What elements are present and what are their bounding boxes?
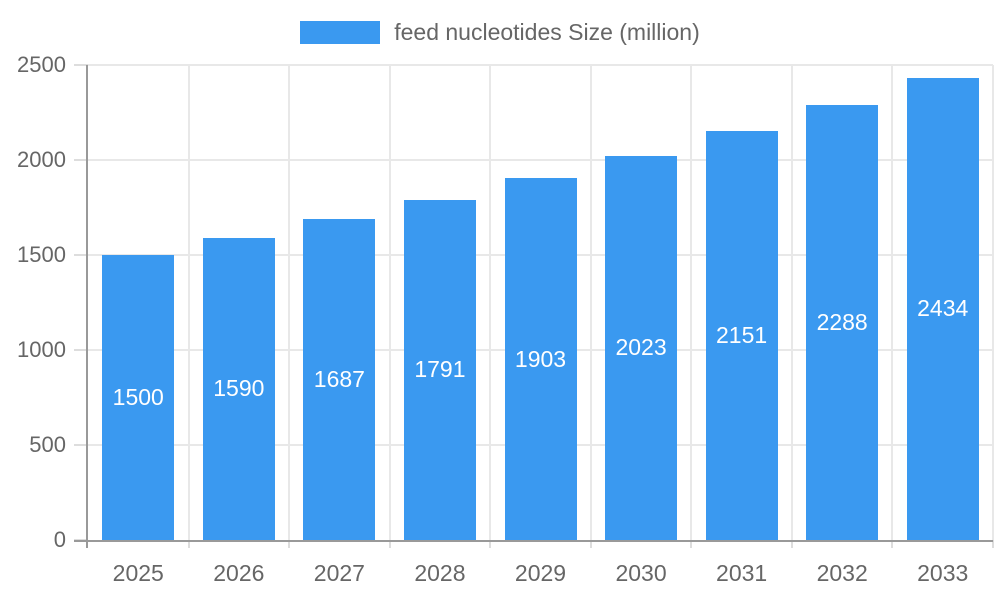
x-axis-label: 2032 (816, 560, 868, 586)
bar-value-label: 1687 (313, 366, 365, 393)
bar-value-label: 1590 (213, 375, 265, 402)
y-axis-label: 1500 (17, 242, 66, 267)
y-axis-label: 2000 (17, 147, 66, 172)
bar-value-label: 2434 (917, 295, 969, 322)
x-axis-tick (589, 540, 592, 548)
gridline-vertical (690, 65, 693, 540)
y-axis-label: 1000 (17, 337, 66, 362)
x-axis-tick (790, 540, 793, 548)
bar[interactable]: 1500 (102, 255, 175, 540)
bar[interactable]: 2023 (605, 155, 678, 540)
gridline-vertical (891, 65, 894, 540)
y-axis-label: 2500 (17, 52, 66, 77)
gridline-horizontal (88, 64, 993, 66)
y-axis-line (86, 65, 88, 548)
bar-value-label: 1903 (514, 345, 567, 372)
gridline-vertical (992, 65, 994, 540)
bar-value-label: 1500 (112, 384, 164, 410)
bar-value-label: 2151 (716, 322, 768, 349)
bar[interactable]: 2151 (705, 131, 778, 540)
bar[interactable]: 2288 (806, 105, 879, 540)
x-axis-label: 2027 (313, 560, 365, 586)
x-axis-label: 2030 (615, 560, 667, 586)
bar[interactable]: 2434 (906, 77, 979, 540)
x-axis-label: 2029 (514, 560, 567, 586)
y-axis-tick (74, 349, 88, 351)
gridline-vertical (489, 65, 492, 540)
y-axis-tick (74, 64, 88, 66)
x-axis-tick (288, 540, 291, 548)
x-axis-tick (891, 540, 894, 548)
y-axis-label: 0 (53, 527, 66, 552)
x-axis-tick (992, 540, 994, 548)
x-axis-tick (388, 540, 391, 548)
x-axis-tick (187, 540, 190, 548)
plot-area: 0 500 1000 1500 2000 2500 1500 2025 1590 2026 1687… (17, 52, 994, 586)
x-axis-label: 2031 (716, 560, 768, 586)
bar-value-label: 1791 (414, 356, 466, 383)
gridline-vertical (790, 65, 793, 540)
gridline-vertical (589, 65, 592, 540)
y-axis-tick (74, 444, 88, 446)
gridline-vertical (187, 65, 190, 540)
gridline-vertical (388, 65, 391, 540)
x-axis-line (74, 540, 993, 542)
bar[interactable]: 1590 (202, 237, 275, 540)
gridline-vertical (288, 65, 291, 540)
x-axis-tick (489, 540, 492, 548)
x-axis-label: 2028 (414, 560, 466, 586)
bar[interactable]: 1903 (504, 178, 577, 540)
y-axis-label: 500 (29, 432, 66, 457)
x-axis-label: 2026 (213, 560, 265, 586)
bar-value-label: 2023 (615, 334, 667, 361)
bar[interactable]: 1791 (403, 199, 476, 540)
x-axis-label: 2033 (917, 560, 969, 586)
legend: feed nucleotides Size (million) (0, 18, 1000, 46)
y-axis-tick (74, 159, 88, 161)
legend-swatch (300, 20, 381, 44)
legend-item[interactable]: feed nucleotides Size (million) (300, 18, 700, 46)
bar-value-label: 2288 (816, 309, 868, 336)
gridline-horizontal (88, 159, 993, 161)
legend-label: feed nucleotides Size (million) (394, 19, 700, 45)
y-axis-tick (74, 254, 88, 256)
x-axis-label: 2025 (112, 560, 164, 586)
x-axis-tick (690, 540, 693, 548)
bar[interactable]: 1687 (303, 219, 376, 540)
